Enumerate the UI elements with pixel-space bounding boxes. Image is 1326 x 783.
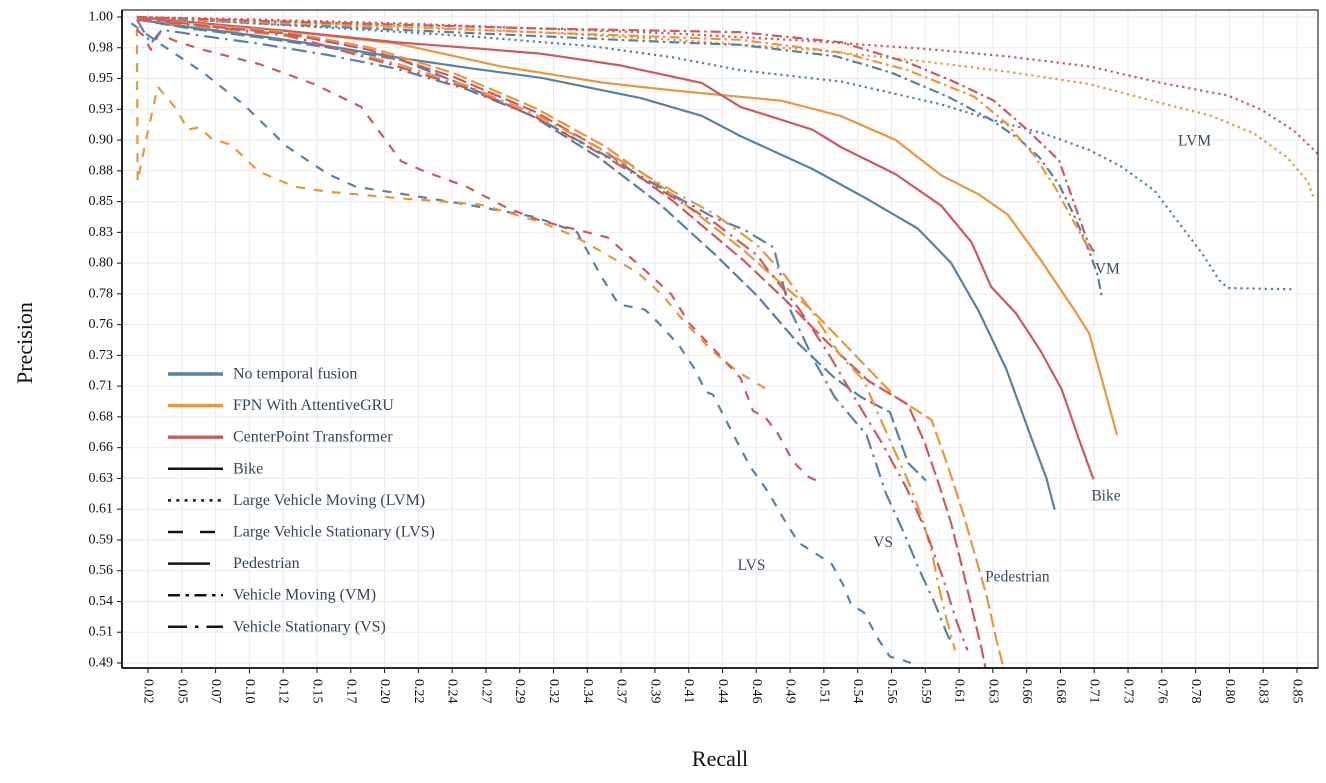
x-tick-label: 0.59	[918, 679, 933, 704]
x-tick-label: 0.10	[242, 679, 257, 704]
curve-blue-bike	[136, 18, 1056, 510]
annotation-lvs: LVS	[738, 557, 766, 574]
y-axis-title: Precision	[12, 302, 37, 384]
y-tick-label: 0.63	[89, 471, 114, 486]
annotation-lvm: LVM	[1178, 133, 1211, 150]
y-tick-label: 0.78	[89, 286, 114, 301]
y-tick-label: 0.88	[89, 163, 114, 178]
x-tick-label: 0.27	[478, 679, 493, 704]
legend-label-category-bike: Bike	[233, 460, 263, 477]
y-tick-label: 0.76	[89, 317, 114, 332]
legend-label-category-vm: Vehicle Moving (VM)	[233, 587, 376, 604]
annotation-vm: VM	[1095, 261, 1120, 278]
x-tick-label: 0.12	[276, 679, 291, 704]
x-tick-label: 0.22	[411, 679, 426, 704]
plot-frame	[121, 9, 1319, 669]
x-tick-label: 0.61	[952, 679, 967, 704]
y-tick-label: 0.66	[89, 440, 114, 455]
x-tick-label: 0.39	[647, 679, 662, 704]
curve-blue-vm	[136, 15, 1103, 298]
x-tick-label: 0.15	[309, 679, 324, 704]
x-tick-label: 0.32	[546, 679, 561, 704]
x-tick-label: 0.29	[512, 679, 527, 704]
x-tick-label: 0.80	[1222, 679, 1237, 704]
curve-red-vs	[136, 18, 969, 651]
y-tick-label: 0.95	[89, 71, 114, 86]
x-tick-label: 0.49	[783, 679, 798, 704]
x-tick-label: 0.56	[884, 679, 899, 704]
y-tick-label: 0.59	[89, 532, 114, 547]
curve-orange-lvs	[135, 27, 772, 393]
y-tick-label: 0.68	[89, 409, 114, 424]
x-tick-label: 0.54	[850, 679, 865, 704]
x-tick-label: 0.68	[1053, 679, 1068, 704]
curve-orange-bike	[136, 15, 1119, 436]
y-tick-label: 0.85	[89, 194, 114, 209]
y-tick-label: 0.83	[89, 225, 114, 240]
y-tick-label: 0.98	[89, 40, 114, 55]
y-tick-label: 0.80	[89, 256, 114, 271]
y-tick-label: 0.93	[89, 102, 114, 117]
x-tick-label: 0.37	[614, 679, 629, 704]
legend-label-method-red: CenterPoint Transformer	[233, 429, 393, 446]
legend-label-category-pedestrian: Pedestrian	[233, 555, 300, 572]
x-tick-label: 0.41	[681, 679, 696, 704]
legend-label-method-orange: FPN With AttentiveGRU	[233, 397, 394, 414]
legend-label-method-blue: No temporal fusion	[233, 366, 357, 383]
x-tick-label: 0.73	[1121, 679, 1136, 704]
y-tick-label: 0.61	[89, 502, 114, 517]
curve-blue-pedestrian	[136, 18, 927, 482]
x-tick-label: 0.83	[1256, 679, 1271, 704]
x-tick-label: 0.05	[174, 679, 189, 704]
annotation-bike: Bike	[1091, 487, 1120, 504]
curve-red-pedestrian	[136, 15, 987, 669]
curve-orange-lvm	[136, 15, 1315, 199]
curve-blue-lvs	[130, 22, 912, 665]
curve-blue-vs	[135, 18, 955, 645]
y-tick-label: 0.51	[89, 625, 114, 640]
x-tick-label: 0.66	[1019, 679, 1034, 704]
annotation-pedestrian: Pedestrian	[985, 568, 1050, 585]
x-tick-label: 0.71	[1087, 679, 1102, 704]
x-tick-label: 0.63	[985, 679, 1000, 704]
curve-red-bike	[136, 15, 1095, 480]
x-tick-label: 0.44	[715, 679, 730, 704]
x-tick-label: 0.76	[1154, 679, 1169, 704]
y-tick-label: 0.73	[89, 348, 114, 363]
x-tick-label: 0.20	[377, 679, 392, 704]
legend-label-category-lvm: Large Vehicle Moving (LVM)	[233, 492, 425, 509]
x-tick-label: 0.51	[816, 679, 831, 704]
y-tick-label: 0.49	[89, 656, 114, 671]
x-tick-label: 0.46	[749, 679, 764, 704]
annotation-vs: VS	[873, 534, 893, 551]
curve-orange-vm	[136, 15, 1095, 256]
x-tick-label: 0.17	[343, 679, 358, 704]
y-tick-label: 1.00	[89, 10, 114, 25]
y-tick-label: 0.90	[89, 133, 114, 148]
curve-blue-lvm	[136, 15, 1295, 291]
legend-label-category-lvs: Large Vehicle Stationary (LVS)	[233, 524, 435, 541]
legend-label-category-vs: Vehicle Stationary (VS)	[233, 618, 386, 635]
x-tick-label: 0.78	[1188, 679, 1203, 704]
x-axis-title: Recall	[691, 746, 749, 771]
x-tick-label: 0.24	[445, 679, 460, 704]
x-tick-label: 0.07	[208, 679, 223, 704]
x-tick-label: 0.02	[141, 679, 156, 704]
y-tick-label: 0.71	[89, 379, 114, 394]
y-tick-label: 0.54	[89, 594, 114, 609]
x-tick-label: 0.34	[580, 679, 595, 704]
x-tick-label: 0.85	[1290, 679, 1305, 704]
curve-red-vm	[136, 15, 1098, 256]
curve-orange-pedestrian	[136, 15, 1005, 669]
y-tick-label: 0.56	[89, 563, 114, 578]
